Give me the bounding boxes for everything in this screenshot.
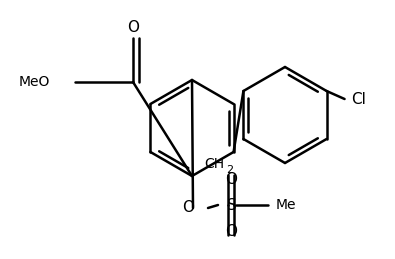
Text: O: O: [225, 224, 237, 239]
Text: CH: CH: [204, 157, 224, 171]
Text: Me: Me: [276, 198, 296, 212]
Text: 2: 2: [226, 165, 233, 175]
Text: O: O: [225, 171, 237, 186]
Text: Cl: Cl: [351, 91, 366, 106]
Text: O: O: [127, 19, 139, 34]
Text: S: S: [227, 198, 237, 212]
Text: O: O: [182, 200, 194, 215]
Text: MeO: MeO: [19, 75, 50, 89]
